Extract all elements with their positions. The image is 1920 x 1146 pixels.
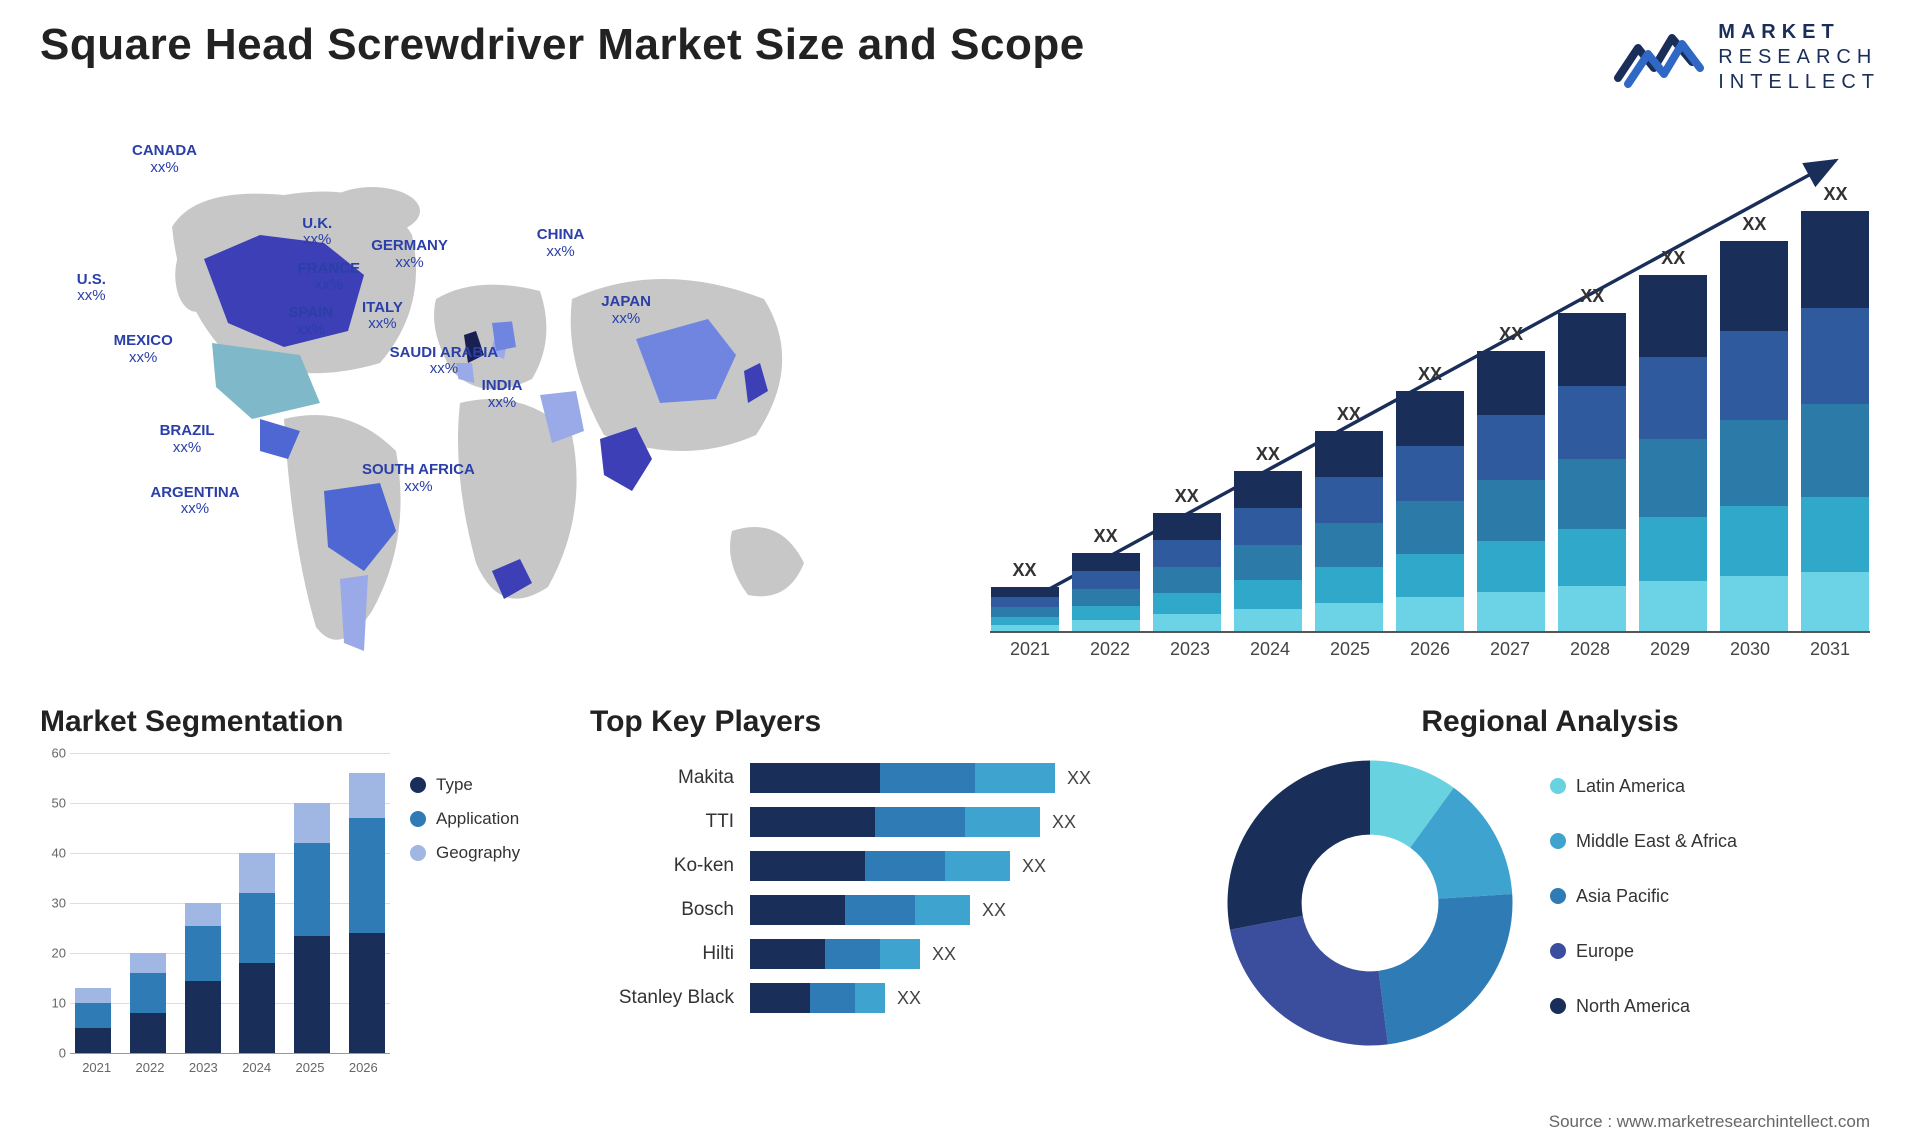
brand-icon xyxy=(1614,26,1704,90)
growth-bar: XX xyxy=(1801,184,1870,631)
growth-bar: XX xyxy=(1395,364,1464,631)
growth-bar: XX xyxy=(1071,526,1140,631)
key-player-row: TTIXX xyxy=(590,807,1210,837)
regional-title: Regional Analysis xyxy=(1220,705,1880,739)
map-label: SAUDI ARABIAxx% xyxy=(390,345,499,378)
segmentation-panel: Market Segmentation 0102030405060 202120… xyxy=(40,705,580,1125)
map-label: BRAZILxx% xyxy=(160,423,215,456)
legend-item: Application xyxy=(410,809,570,829)
map-label: ITALYxx% xyxy=(362,300,403,333)
brand-line2: RESEARCH xyxy=(1718,45,1880,70)
key-player-row: Stanley BlackXX xyxy=(590,983,1210,1013)
map-label: FRANCExx% xyxy=(298,261,361,294)
source-text: Source : www.marketresearchintellect.com xyxy=(1549,1112,1870,1132)
key-players-panel: Top Key Players MakitaXX TTIXX Ko-kenXX Bos… xyxy=(590,705,1210,1125)
legend-item: Middle East & Africa xyxy=(1550,831,1737,852)
growth-chart-panel: XXXXXXXXXXXXXXXXXXXXXX 20212022202320242… xyxy=(980,115,1880,675)
map-label: JAPANxx% xyxy=(601,294,651,327)
segmentation-bar xyxy=(343,773,390,1053)
growth-bar: XX xyxy=(1233,444,1302,631)
key-player-row: BoschXX xyxy=(590,895,1210,925)
segmentation-chart: 0102030405060 202120222023202420252026 xyxy=(40,753,390,1083)
growth-bar: XX xyxy=(1152,486,1221,631)
legend-item: Type xyxy=(410,775,570,795)
donut-slice xyxy=(1379,894,1513,1044)
segmentation-bar xyxy=(234,853,281,1053)
segmentation-title: Market Segmentation xyxy=(40,705,410,739)
map-label: SPAINxx% xyxy=(288,305,333,338)
growth-bar: XX xyxy=(1314,404,1383,631)
world-map-panel: CANADAxx% U.S.xx% MEXICOxx% BRAZILxx% ARGENT… xyxy=(40,115,960,675)
legend-item: Europe xyxy=(1550,941,1737,962)
map-label: CHINAxx% xyxy=(537,227,585,260)
legend-item: North America xyxy=(1550,996,1737,1017)
growth-bar: XX xyxy=(990,560,1059,631)
map-label: U.S.xx% xyxy=(77,272,106,305)
map-label: CANADAxx% xyxy=(132,143,197,176)
key-player-row: MakitaXX xyxy=(590,763,1210,793)
segmentation-bar xyxy=(70,988,117,1053)
growth-bar: XX xyxy=(1558,286,1627,631)
segmentation-bar xyxy=(289,803,336,1053)
map-label: INDIAxx% xyxy=(482,378,523,411)
growth-bar: XX xyxy=(1639,248,1708,631)
regional-donut xyxy=(1220,753,1520,1053)
map-label: GERMANYxx% xyxy=(371,238,448,271)
legend-item: Latin America xyxy=(1550,776,1737,797)
map-label: SOUTH AFRICAxx% xyxy=(362,462,475,495)
legend-item: Geography xyxy=(410,843,570,863)
donut-slice xyxy=(1230,916,1388,1046)
segmentation-bar xyxy=(179,903,226,1053)
brand-logo: MARKET RESEARCH INTELLECT xyxy=(1614,20,1880,95)
donut-slice xyxy=(1228,761,1371,930)
key-player-row: HiltiXX xyxy=(590,939,1210,969)
segmentation-legend: Type Application Geography xyxy=(410,705,570,1125)
key-player-row: Ko-kenXX xyxy=(590,851,1210,881)
key-players-title: Top Key Players xyxy=(590,705,1210,739)
map-label: U.K.xx% xyxy=(302,216,332,249)
page-title: Square Head Screwdriver Market Size and … xyxy=(40,20,1085,70)
brand-line1: MARKET xyxy=(1718,20,1880,45)
map-label: MEXICOxx% xyxy=(114,333,173,366)
regional-panel: Regional Analysis Latin America Middle Ea… xyxy=(1220,705,1880,1125)
segmentation-bar xyxy=(125,953,172,1053)
brand-line3: INTELLECT xyxy=(1718,70,1880,95)
regional-legend: Latin America Middle East & Africa Asia Pa… xyxy=(1550,776,1737,1031)
growth-bar: XX xyxy=(1720,214,1789,631)
legend-item: Asia Pacific xyxy=(1550,886,1737,907)
growth-bar: XX xyxy=(1477,324,1546,631)
map-label: ARGENTINAxx% xyxy=(150,485,239,518)
